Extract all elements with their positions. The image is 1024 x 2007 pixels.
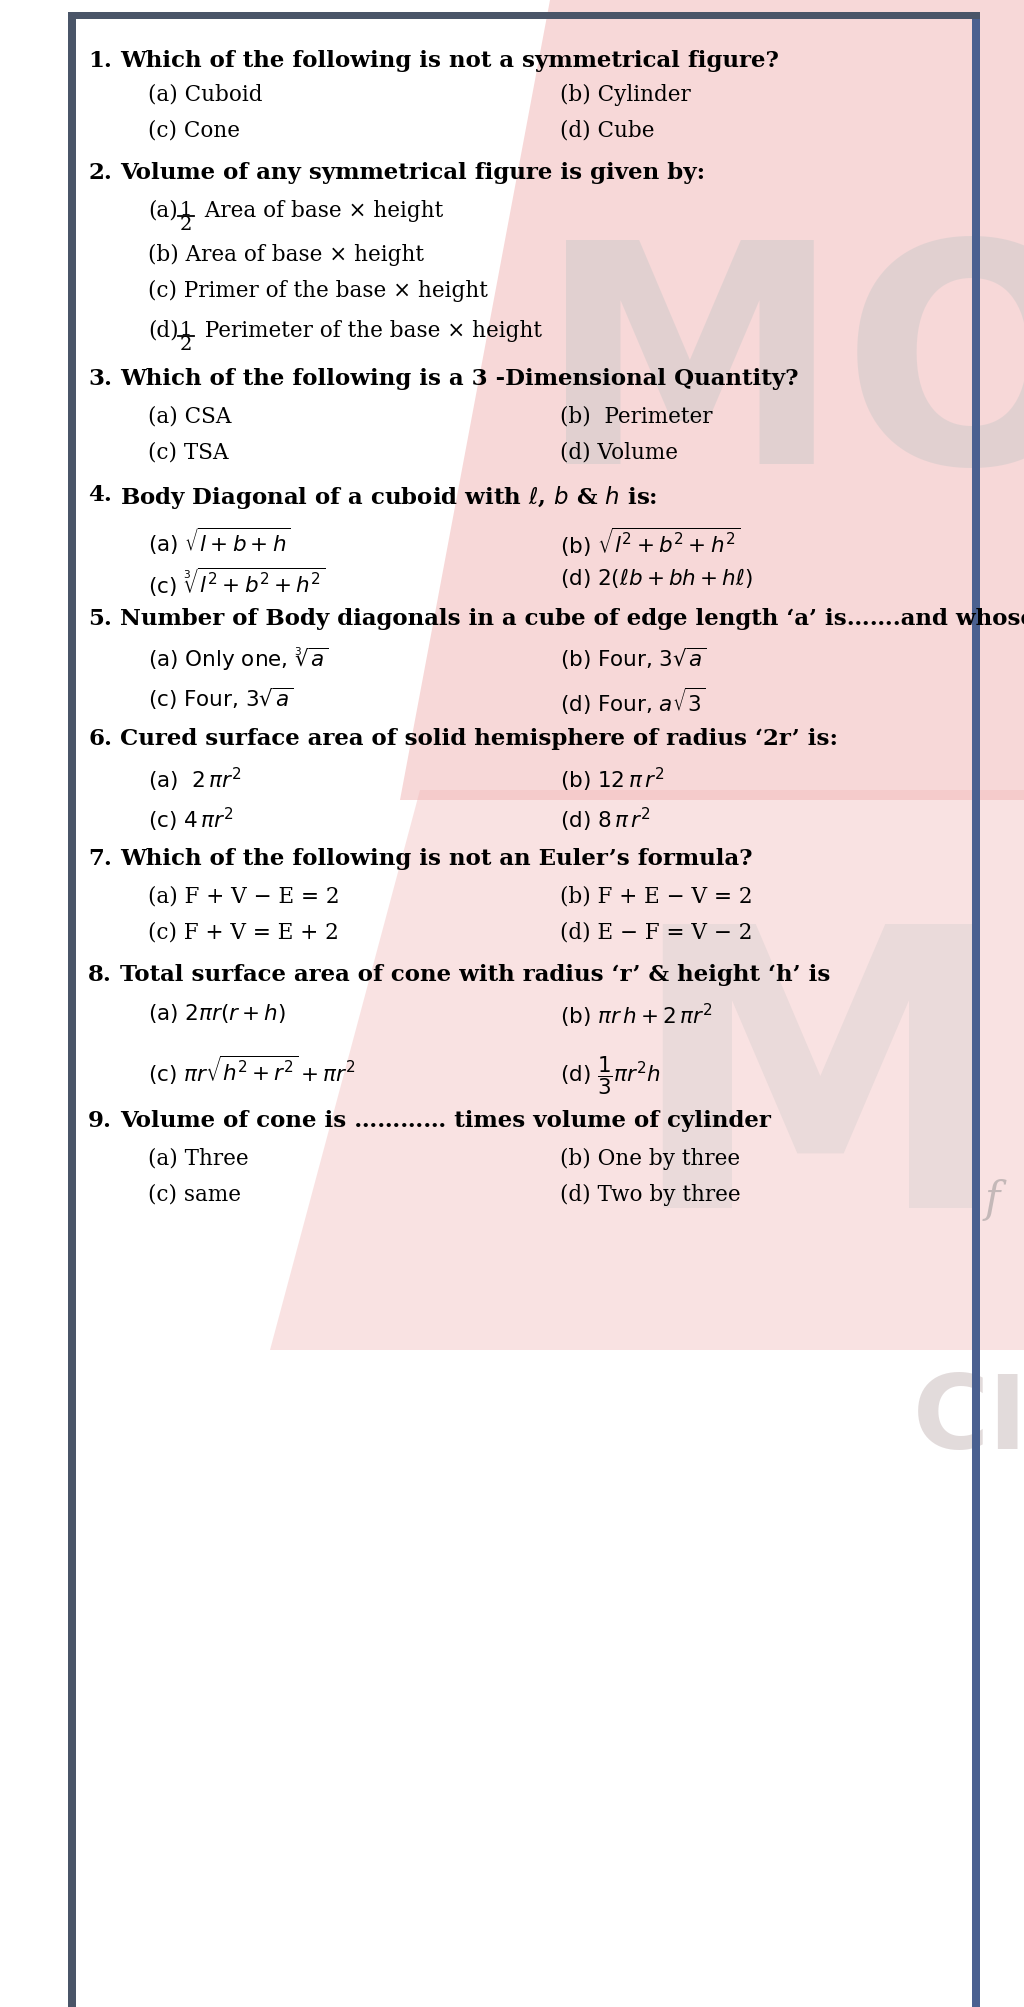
Text: (d) $2(\ell b+bh+h\ell)$: (d) $2(\ell b+bh+h\ell)$ xyxy=(560,566,753,590)
Text: (d) $\dfrac{1}{3}\pi r^2 h$: (d) $\dfrac{1}{3}\pi r^2 h$ xyxy=(560,1054,660,1096)
Text: Volume of cone is ………… times volume of cylinder: Volume of cone is ………… times volume of c… xyxy=(120,1110,771,1132)
Text: 4.: 4. xyxy=(88,484,112,506)
Bar xyxy=(68,12,980,18)
Text: (a) F + V − E = 2: (a) F + V − E = 2 xyxy=(148,885,340,907)
Text: (b) $\sqrt{l^2+b^2+h^2}$: (b) $\sqrt{l^2+b^2+h^2}$ xyxy=(560,526,740,560)
Text: Volume of any symmetrical figure is given by:: Volume of any symmetrical figure is give… xyxy=(120,163,706,185)
Text: 2.: 2. xyxy=(88,163,112,185)
Text: (c) $4\,\pi r^2$: (c) $4\,\pi r^2$ xyxy=(148,807,233,835)
Text: Which of the following is not a symmetrical figure?: Which of the following is not a symmetri… xyxy=(120,50,779,72)
Text: (c) Primer of the base × height: (c) Primer of the base × height xyxy=(148,281,487,303)
Text: (c) $\pi r\sqrt{h^2+r^2} + \pi r^2$: (c) $\pi r\sqrt{h^2+r^2} + \pi r^2$ xyxy=(148,1054,356,1088)
Text: CI: CI xyxy=(912,1369,1024,1471)
Text: 8.: 8. xyxy=(88,963,112,985)
Text: (b) $12\,\pi\, r^2$: (b) $12\,\pi\, r^2$ xyxy=(560,767,665,795)
Text: (b) Area of base × height: (b) Area of base × height xyxy=(148,245,424,267)
Text: 1.: 1. xyxy=(88,50,112,72)
Text: (a) $2\pi r(r + h)$: (a) $2\pi r(r + h)$ xyxy=(148,1001,286,1026)
Text: f: f xyxy=(984,1178,999,1220)
Text: 2: 2 xyxy=(180,335,193,353)
Text: (a) CSA: (a) CSA xyxy=(148,405,231,427)
Polygon shape xyxy=(400,0,1024,801)
Text: 7.: 7. xyxy=(88,849,112,869)
Text: Area of base × height: Area of base × height xyxy=(198,201,443,223)
Text: 6.: 6. xyxy=(88,729,112,751)
Text: (d) E − F = V − 2: (d) E − F = V − 2 xyxy=(560,921,753,943)
Text: (a) Three: (a) Three xyxy=(148,1148,249,1170)
Text: (b)  Perimeter: (b) Perimeter xyxy=(560,405,713,427)
Text: (d): (d) xyxy=(148,319,178,341)
Text: (d) Two by three: (d) Two by three xyxy=(560,1184,740,1206)
Text: (b) F + E − V = 2: (b) F + E − V = 2 xyxy=(560,885,753,907)
Text: 1: 1 xyxy=(180,321,193,339)
Text: (c) F + V = E + 2: (c) F + V = E + 2 xyxy=(148,921,339,943)
Text: (c) TSA: (c) TSA xyxy=(148,442,228,464)
Text: (c) Four, $3\sqrt{a}$: (c) Four, $3\sqrt{a}$ xyxy=(148,686,293,712)
Text: (a)  $2\,\pi r^2$: (a) $2\,\pi r^2$ xyxy=(148,767,242,795)
Text: 3.: 3. xyxy=(88,367,112,389)
Text: (a) Only one, $\sqrt[3]{a}$: (a) Only one, $\sqrt[3]{a}$ xyxy=(148,646,329,672)
Text: (a): (a) xyxy=(148,201,178,223)
Text: 9.: 9. xyxy=(88,1110,112,1132)
Text: (c) Cone: (c) Cone xyxy=(148,120,240,142)
Text: Which of the following is a 3 -Dimensional Quantity?: Which of the following is a 3 -Dimension… xyxy=(120,367,799,389)
Text: (c) same: (c) same xyxy=(148,1184,241,1206)
Text: Cured surface area of solid hemisphere of radius ‘2r’ is:: Cured surface area of solid hemisphere o… xyxy=(120,729,838,751)
Text: 1: 1 xyxy=(180,201,193,219)
Bar xyxy=(972,12,980,2007)
Text: 2: 2 xyxy=(180,217,193,235)
Text: (d) Four, $a\sqrt{3}$: (d) Four, $a\sqrt{3}$ xyxy=(560,686,706,716)
Text: Body Diagonal of a cuboid with $\ell$, $b$ & $h$ is:: Body Diagonal of a cuboid with $\ell$, $… xyxy=(120,484,657,512)
Text: (d) Cube: (d) Cube xyxy=(560,120,654,142)
Polygon shape xyxy=(270,791,1024,1351)
Text: (b) Cylinder: (b) Cylinder xyxy=(560,84,691,106)
Text: (b) One by three: (b) One by three xyxy=(560,1148,740,1170)
Text: (b) $\pi r\, h + 2\,\pi r^2$: (b) $\pi r\, h + 2\,\pi r^2$ xyxy=(560,1001,713,1030)
Text: 5.: 5. xyxy=(88,608,112,630)
Text: MO: MO xyxy=(539,231,1024,528)
Text: M: M xyxy=(627,911,1014,1288)
Text: Number of Body diagonals in a cube of edge length ‘a’ is…….and whose length is …: Number of Body diagonals in a cube of ed… xyxy=(120,608,1024,630)
Text: (c) $\sqrt[3]{l^2+b^2+h^2}$: (c) $\sqrt[3]{l^2+b^2+h^2}$ xyxy=(148,566,326,600)
Text: (d) $8\,\pi\, r^2$: (d) $8\,\pi\, r^2$ xyxy=(560,807,651,835)
Text: Which of the following is not an Euler’s formula?: Which of the following is not an Euler’s… xyxy=(120,849,753,869)
Text: (a) $\sqrt{l+b+h}$: (a) $\sqrt{l+b+h}$ xyxy=(148,526,291,558)
Text: (d) Volume: (d) Volume xyxy=(560,442,678,464)
Text: Total surface area of cone with radius ‘r’ & height ‘h’ is: Total surface area of cone with radius ‘… xyxy=(120,963,830,985)
Bar xyxy=(68,12,76,2007)
Text: (b) Four, $3\sqrt{a}$: (b) Four, $3\sqrt{a}$ xyxy=(560,646,707,672)
Text: Perimeter of the base × height: Perimeter of the base × height xyxy=(198,319,542,341)
Text: (a) Cuboid: (a) Cuboid xyxy=(148,84,262,106)
